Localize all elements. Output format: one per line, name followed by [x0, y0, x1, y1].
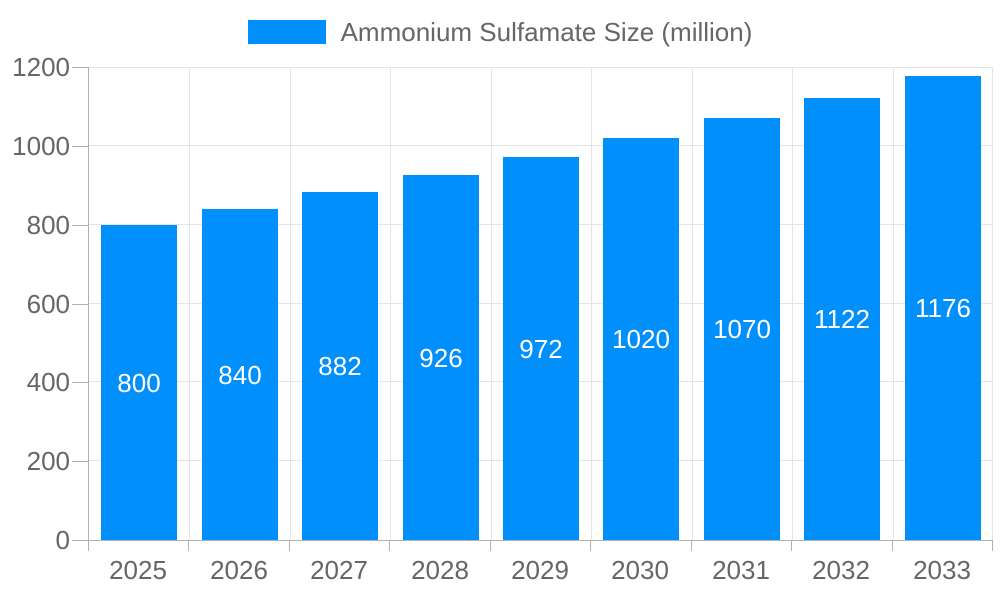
y-axis-tick	[72, 225, 88, 226]
x-axis-label: 2028	[411, 555, 469, 585]
bar[interactable]: 800	[101, 225, 177, 540]
bar-value-label: 800	[117, 367, 161, 398]
legend-item[interactable]: Ammonium Sulfamate Size (million)	[0, 19, 1000, 45]
legend-label: Ammonium Sulfamate Size (million)	[340, 17, 753, 47]
x-axis-tick	[590, 541, 591, 551]
x-axis-label: 2027	[310, 555, 368, 585]
bar[interactable]: 972	[503, 157, 579, 540]
gridline-v	[591, 67, 592, 540]
x-axis-tick	[188, 541, 189, 551]
x-axis-tick	[691, 541, 692, 551]
bar[interactable]: 840	[202, 209, 278, 540]
bar[interactable]: 1020	[603, 138, 679, 540]
bar-value-label: 972	[519, 333, 563, 364]
bar[interactable]: 1176	[905, 76, 981, 540]
y-axis-label: 400	[26, 367, 70, 397]
bar-value-label: 926	[419, 342, 463, 373]
gridline-v	[189, 67, 190, 540]
y-axis-tick	[72, 382, 88, 383]
x-axis-tick	[791, 541, 792, 551]
y-axis-tick	[72, 540, 88, 541]
bar-value-label: 1122	[814, 304, 870, 334]
gridline-v	[792, 67, 793, 540]
x-axis-label: 2030	[611, 555, 669, 585]
gridline-v	[290, 67, 291, 540]
gridline-v	[390, 67, 391, 540]
bar-value-label: 1070	[713, 314, 771, 344]
y-axis-label: 1000	[12, 131, 70, 161]
x-axis-label: 2025	[109, 555, 167, 585]
y-axis-label: 600	[26, 289, 70, 319]
bar-value-label: 1020	[612, 324, 670, 354]
bar-value-label: 840	[218, 359, 262, 390]
y-axis-tick	[72, 304, 88, 305]
y-axis-tick	[72, 67, 88, 68]
x-axis-tick	[88, 541, 89, 551]
gridline-v	[491, 67, 492, 540]
bar-value-label: 882	[318, 351, 362, 381]
x-axis-tick	[389, 541, 390, 551]
bar-value-label: 1176	[915, 293, 971, 323]
legend-swatch	[247, 20, 326, 44]
x-axis-label: 2032	[812, 555, 870, 585]
bar[interactable]: 882	[302, 192, 378, 540]
x-axis-tick	[992, 541, 993, 551]
gridline-v	[992, 67, 993, 540]
gridline-v	[692, 67, 693, 540]
gridline-h	[89, 67, 993, 68]
y-axis-label: 200	[26, 446, 70, 476]
y-axis-label: 0	[55, 525, 70, 555]
y-axis-label: 800	[26, 210, 70, 240]
y-axis-tick	[72, 146, 88, 147]
bar[interactable]: 1070	[704, 118, 780, 540]
bar[interactable]: 1122	[804, 98, 880, 540]
plot-area: 800 840 882 926 972 1020 1070 1122 1176	[88, 67, 993, 541]
gridline-v	[893, 67, 894, 540]
bar[interactable]: 926	[403, 175, 479, 540]
x-axis-tick	[289, 541, 290, 551]
x-axis-label: 2026	[210, 555, 268, 585]
x-axis-tick	[892, 541, 893, 551]
gridline-h	[89, 145, 993, 146]
y-axis-tick	[72, 461, 88, 462]
x-axis-label: 2029	[511, 555, 569, 585]
x-axis-tick	[490, 541, 491, 551]
y-axis-label: 1200	[12, 52, 70, 82]
x-axis-label: 2033	[913, 555, 971, 585]
x-axis-label: 2031	[712, 555, 770, 585]
